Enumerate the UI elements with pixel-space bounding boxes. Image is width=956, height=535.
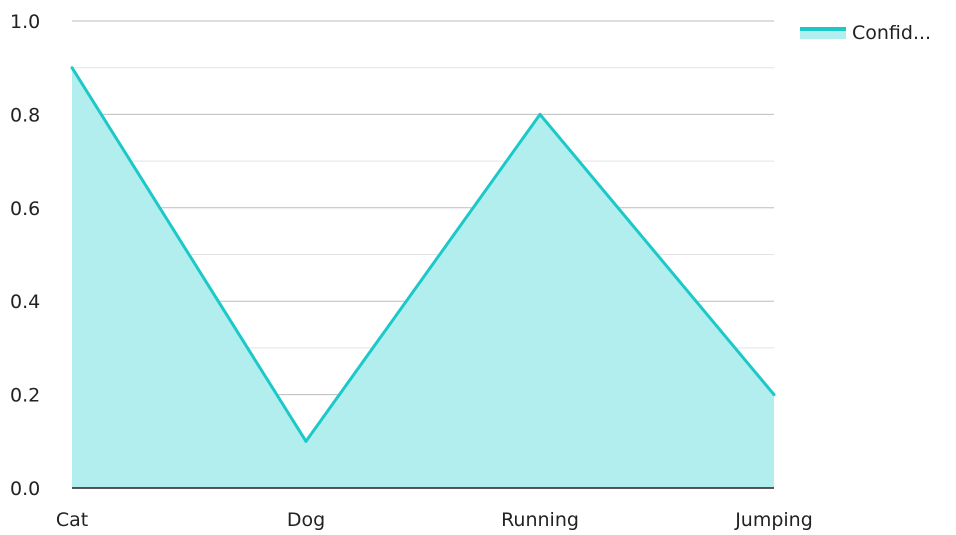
legend: Confid...	[800, 22, 931, 44]
legend-label: Confid...	[852, 22, 932, 44]
data-point	[304, 439, 308, 443]
legend-swatch-line	[800, 27, 846, 31]
series-area	[72, 67, 774, 488]
x-tick-label: Dog	[287, 509, 325, 531]
y-tick-label: 1.0	[10, 11, 40, 33]
y-tick-label: 0.4	[10, 291, 40, 313]
y-tick-label: 0.8	[10, 104, 40, 126]
y-tick-label: 0.6	[10, 198, 40, 220]
x-tick-label: Running	[501, 509, 579, 531]
data-point	[70, 66, 74, 70]
y-tick-label: 0.2	[10, 385, 40, 407]
x-tick-label: Jumping	[734, 509, 813, 531]
data-point	[772, 393, 776, 397]
series-line	[70, 66, 776, 443]
legend-swatch-fill	[800, 30, 846, 39]
legend-swatch	[800, 27, 846, 39]
x-tick-label: Cat	[56, 509, 88, 531]
y-tick-label: 0.0	[10, 478, 40, 500]
data-point	[538, 112, 542, 116]
